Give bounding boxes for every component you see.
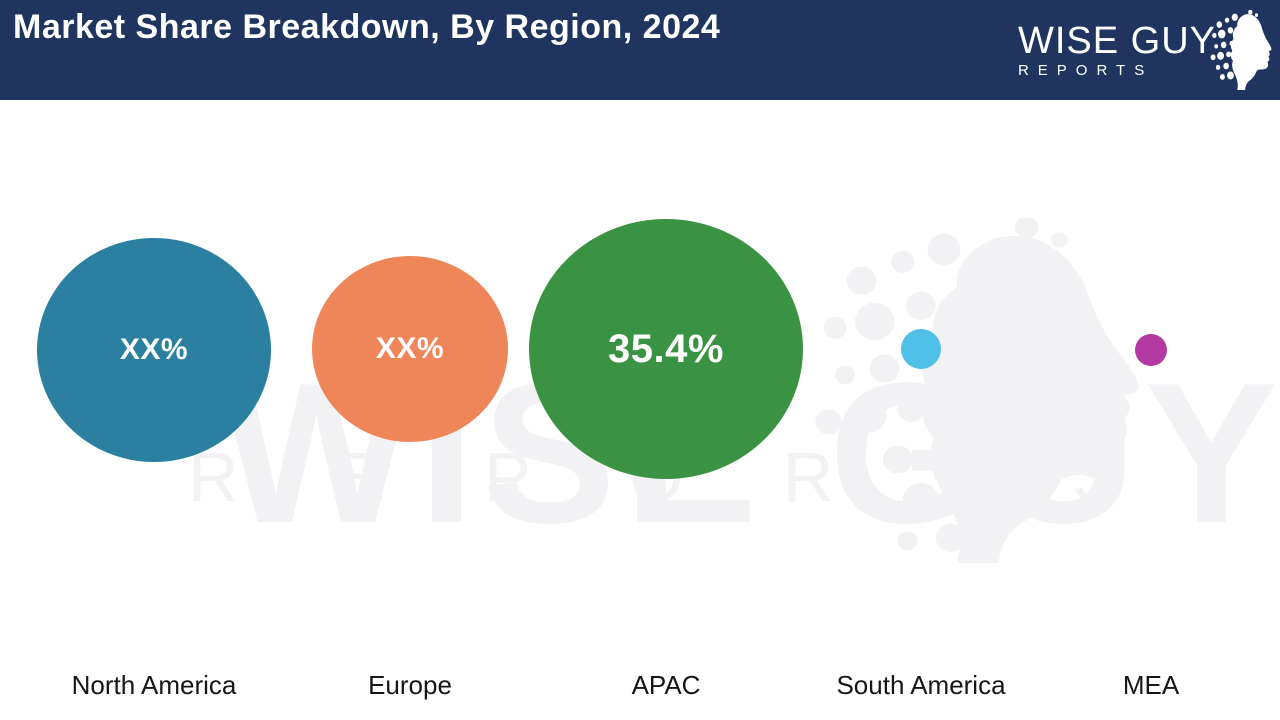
bubble-south-america: [901, 329, 941, 369]
region-label-apac: APAC: [631, 670, 701, 700]
logo-subtitle: REPORTS: [1017, 62, 1154, 79]
logo-text: WISE GUY REPORTS: [1018, 22, 1216, 78]
logo-wordmark: WISE GUY: [1017, 20, 1216, 62]
region-label-mea: MEA: [1122, 670, 1180, 700]
header-bar: Market Share Breakdown, By Region, 2024 …: [0, 0, 1280, 100]
bubble-value-europe: XX%: [375, 332, 445, 365]
head-profile-icon: [1210, 10, 1272, 90]
bubble-europe: XX%: [312, 256, 508, 442]
wise-guy-logo: WISE GUY REPORTS: [1018, 6, 1272, 94]
bubble-value-apac: 35.4%: [608, 326, 724, 371]
bubble-mea: [1135, 334, 1167, 366]
bubble-chart: WISE GUY R E P O R T S XX%North AmericaX…: [0, 100, 1280, 720]
region-label-north-america: North America: [71, 670, 237, 700]
watermark-head-icon: [815, 218, 1139, 563]
region-label-south-america: South America: [836, 670, 1006, 700]
region-label-europe: Europe: [368, 670, 452, 700]
bubble-value-north-america: XX%: [119, 333, 189, 366]
bubble-apac: 35.4%: [529, 219, 803, 479]
page-title: Market Share Breakdown, By Region, 2024: [13, 8, 721, 46]
bubble-north-america: XX%: [37, 238, 271, 462]
